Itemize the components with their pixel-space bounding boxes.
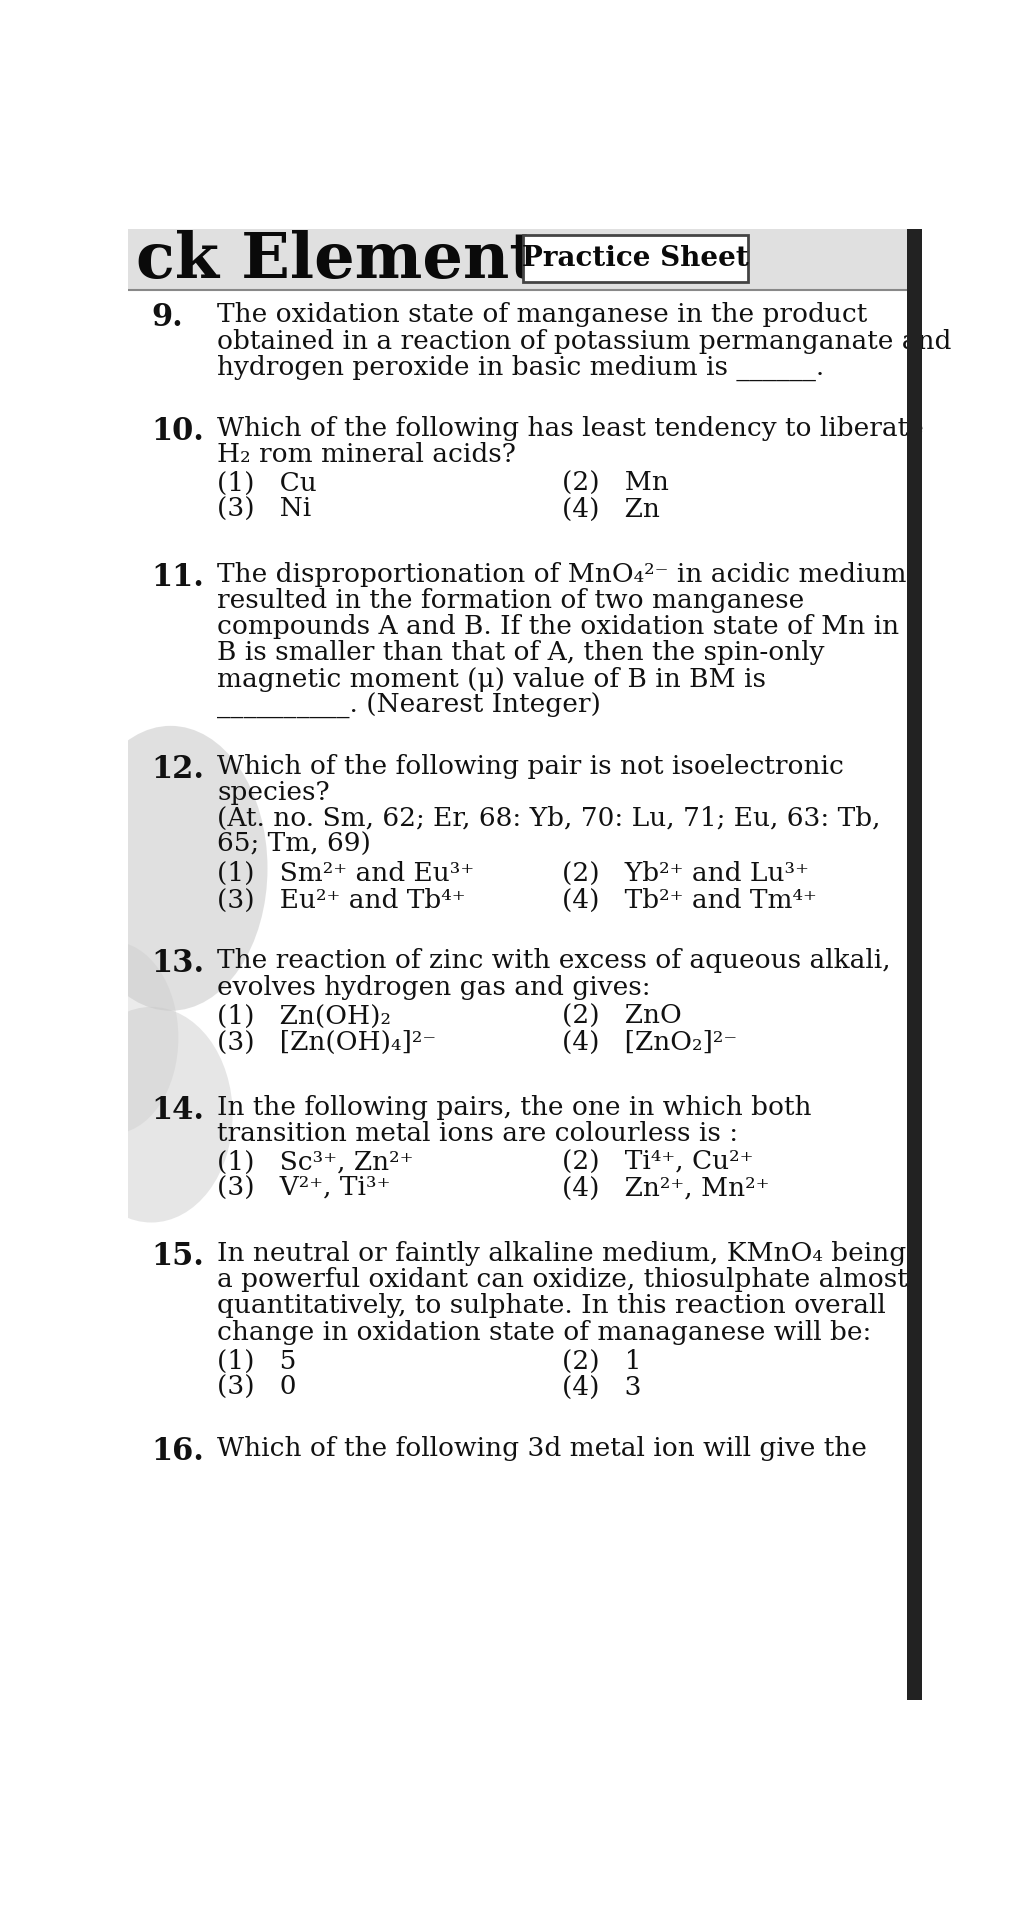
Text: Which of the following has least tendency to liberate: Which of the following has least tendenc… xyxy=(217,416,924,441)
Text: (3)   Ni: (3) Ni xyxy=(217,497,311,521)
Text: transition metal ions are colourless is :: transition metal ions are colourless is … xyxy=(217,1121,738,1146)
Text: The disproportionation of MnO₄²⁻ in acidic medium: The disproportionation of MnO₄²⁻ in acid… xyxy=(217,562,906,586)
Text: 10.: 10. xyxy=(152,416,204,447)
Text: (2)   1: (2) 1 xyxy=(562,1348,641,1373)
Text: In the following pairs, the one in which both: In the following pairs, the one in which… xyxy=(217,1094,812,1119)
Text: (3)   Eu²⁺ and Tb⁴⁺: (3) Eu²⁺ and Tb⁴⁺ xyxy=(217,888,466,913)
Ellipse shape xyxy=(74,726,267,1010)
FancyBboxPatch shape xyxy=(523,235,748,283)
Text: magnetic moment (μ) value of B in BM is: magnetic moment (μ) value of B in BM is xyxy=(217,667,766,691)
Text: B is smaller than that of A, then the spin-only: B is smaller than that of A, then the sp… xyxy=(217,640,824,665)
Text: (3)   V²⁺, Ti³⁺: (3) V²⁺, Ti³⁺ xyxy=(217,1177,390,1201)
Text: In neutral or faintly alkaline medium, KMnO₄ being: In neutral or faintly alkaline medium, K… xyxy=(217,1242,906,1266)
Text: 13.: 13. xyxy=(152,949,205,980)
Ellipse shape xyxy=(70,1007,232,1222)
Text: a powerful oxidant can oxidize, thiosulphate almost: a powerful oxidant can oxidize, thiosulp… xyxy=(217,1266,908,1293)
Text: hydrogen peroxide in basic medium is ______.: hydrogen peroxide in basic medium is ___… xyxy=(217,355,824,380)
Text: 65; Tm, 69): 65; Tm, 69) xyxy=(217,833,371,858)
Text: (2)   Ti⁴⁺, Cu²⁺: (2) Ti⁴⁺, Cu²⁺ xyxy=(562,1150,754,1175)
Ellipse shape xyxy=(47,942,178,1135)
Text: 12.: 12. xyxy=(152,754,204,785)
Text: (At. no. Sm, 62; Er, 68: Yb, 70: Lu, 71; Eu, 63: Tb,: (At. no. Sm, 62; Er, 68: Yb, 70: Lu, 71;… xyxy=(217,806,881,831)
Text: H₂ rom mineral acids?: H₂ rom mineral acids? xyxy=(217,441,516,466)
Text: obtained in a reaction of potassium permanganate and: obtained in a reaction of potassium perm… xyxy=(217,329,951,353)
Text: evolves hydrogen gas and gives:: evolves hydrogen gas and gives: xyxy=(217,974,650,999)
Text: 15.: 15. xyxy=(152,1242,204,1272)
Text: (4)   [ZnO₂]²⁻: (4) [ZnO₂]²⁻ xyxy=(562,1029,737,1054)
Text: (4)   3: (4) 3 xyxy=(562,1375,641,1400)
Bar xyxy=(907,229,922,1700)
Text: (4)   Tb²⁺ and Tm⁴⁺: (4) Tb²⁺ and Tm⁴⁺ xyxy=(562,888,817,913)
Text: 16.: 16. xyxy=(152,1436,204,1467)
Text: (3)   [Zn(OH)₄]²⁻: (3) [Zn(OH)₄]²⁻ xyxy=(217,1029,436,1054)
Text: (1)   Zn(OH)₂: (1) Zn(OH)₂ xyxy=(217,1005,391,1029)
Text: Which of the following 3d metal ion will give the: Which of the following 3d metal ion will… xyxy=(217,1436,867,1461)
Text: (2)   Yb²⁺ and Lu³⁺: (2) Yb²⁺ and Lu³⁺ xyxy=(562,861,809,886)
Text: species?: species? xyxy=(217,779,330,804)
Text: (2)   Mn: (2) Mn xyxy=(562,472,669,497)
Text: resulted in the formation of two manganese: resulted in the formation of two mangane… xyxy=(217,588,805,613)
Text: (1)   Cu: (1) Cu xyxy=(217,472,316,497)
Bar xyxy=(128,229,907,288)
Text: compounds A and B. If the oxidation state of Mn in: compounds A and B. If the oxidation stat… xyxy=(217,615,899,640)
Text: ck Elements: ck Elements xyxy=(136,229,574,290)
Text: (3)   0: (3) 0 xyxy=(217,1375,297,1400)
Text: (1)   5: (1) 5 xyxy=(217,1348,297,1373)
Text: 11.: 11. xyxy=(152,562,204,592)
Text: change in oxidation state of managanese will be:: change in oxidation state of managanese … xyxy=(217,1320,871,1345)
Text: Practice Sheet: Practice Sheet xyxy=(522,244,749,271)
Text: The reaction of zinc with excess of aqueous alkali,: The reaction of zinc with excess of aque… xyxy=(217,949,891,974)
Text: Which of the following pair is not isoelectronic: Which of the following pair is not isoel… xyxy=(217,754,844,779)
Text: (4)   Zn: (4) Zn xyxy=(562,497,659,521)
Text: (4)   Zn²⁺, Mn²⁺: (4) Zn²⁺, Mn²⁺ xyxy=(562,1177,769,1201)
Text: quantitatively, to sulphate. In this reaction overall: quantitatively, to sulphate. In this rea… xyxy=(217,1293,886,1318)
Text: The oxidation state of manganese in the product: The oxidation state of manganese in the … xyxy=(217,302,867,327)
Text: (1)   Sc³⁺, Zn²⁺: (1) Sc³⁺, Zn²⁺ xyxy=(217,1150,414,1175)
Text: (2)   ZnO: (2) ZnO xyxy=(562,1005,682,1029)
Text: (1)   Sm²⁺ and Eu³⁺: (1) Sm²⁺ and Eu³⁺ xyxy=(217,861,474,886)
Text: 14.: 14. xyxy=(152,1094,204,1125)
Text: __________. (Nearest Integer): __________. (Nearest Integer) xyxy=(217,693,601,718)
Text: 9.: 9. xyxy=(152,302,183,334)
